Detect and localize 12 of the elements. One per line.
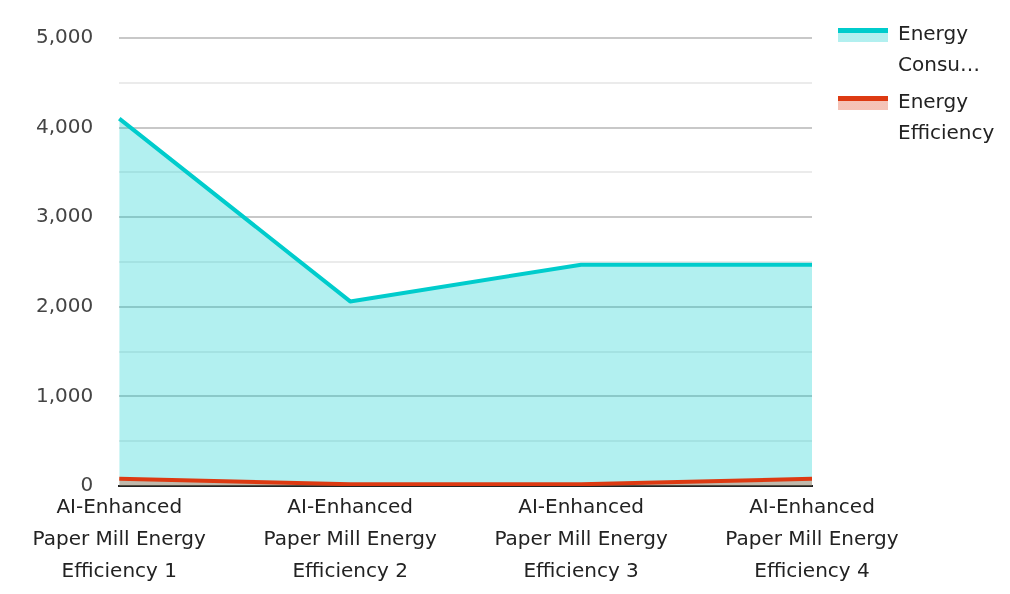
- legend-label: Energy Consu…: [898, 20, 981, 78]
- x-tick-label: AI-Enhanced Paper Mill Energy Efficiency 3: [494, 494, 668, 583]
- y-tick-label: 4,000: [35, 113, 94, 138]
- x-tick-label: AI-Enhanced Paper Mill Energy Efficiency 1: [32, 494, 207, 583]
- y-tick-label: 3,000: [35, 203, 94, 228]
- y-tick-label: 0: [80, 472, 94, 497]
- y-tick-label: 5,000: [35, 24, 94, 49]
- legend-label: Energy Efficiency: [898, 88, 996, 146]
- x-tick-label: AI-Enhanced Paper Mill Energy Efficiency 4: [725, 494, 899, 583]
- x-tick-label: AI-Enhanced Paper Mill Energy Efficiency 2: [263, 494, 437, 583]
- y-tick-label: 1,000: [35, 382, 94, 407]
- y-tick-label: 2,000: [35, 293, 94, 317]
